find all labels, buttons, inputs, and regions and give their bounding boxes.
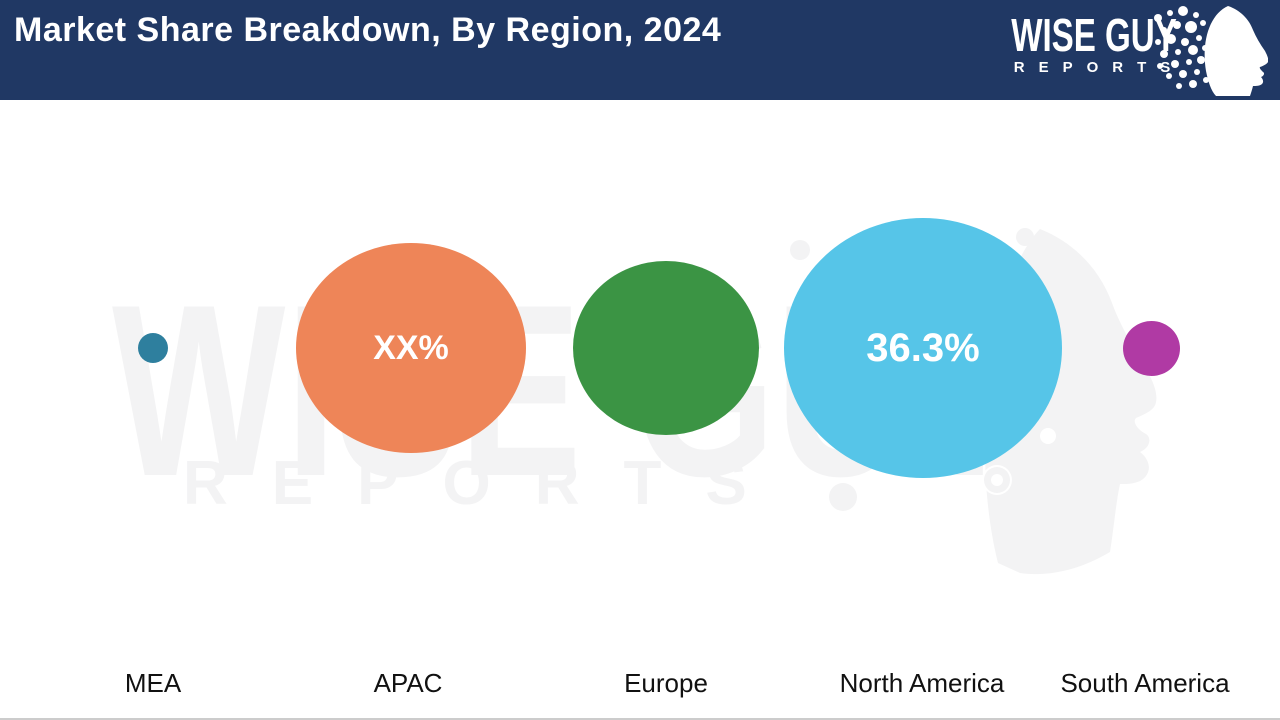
logo-face-profile-icon [1154, 6, 1268, 96]
category-label-apac: APAC [373, 668, 443, 698]
logo-wordmark: WISE GUY [1011, 9, 1177, 61]
wise-guy-logo: WISE GUY REPORTS [974, 12, 1214, 76]
category-label-mea: MEA [124, 668, 182, 698]
bubble-value-label-north-america: 36.3% [866, 325, 980, 370]
bubble-europe [573, 261, 759, 435]
page-title: Market Share Breakdown, By Region, 2024 [14, 11, 722, 49]
header-bar: Market Share Breakdown, By Region, 2024 … [0, 0, 1280, 100]
bubble-south-america [1122, 320, 1180, 376]
bubble-mea [138, 333, 168, 363]
category-label-europe: Europe [624, 668, 708, 698]
category-label-south-america: South America [1060, 668, 1230, 698]
category-label-north-america: North America [839, 668, 1005, 698]
bubble-north-america: 36.3% [784, 218, 1062, 478]
bubble-apac: XX% [296, 243, 526, 453]
bubble-value-label-apac: XX% [373, 328, 449, 367]
watermark-reports-text: REPORTS [183, 449, 791, 518]
logo-reports-text: REPORTS [1013, 59, 1185, 76]
